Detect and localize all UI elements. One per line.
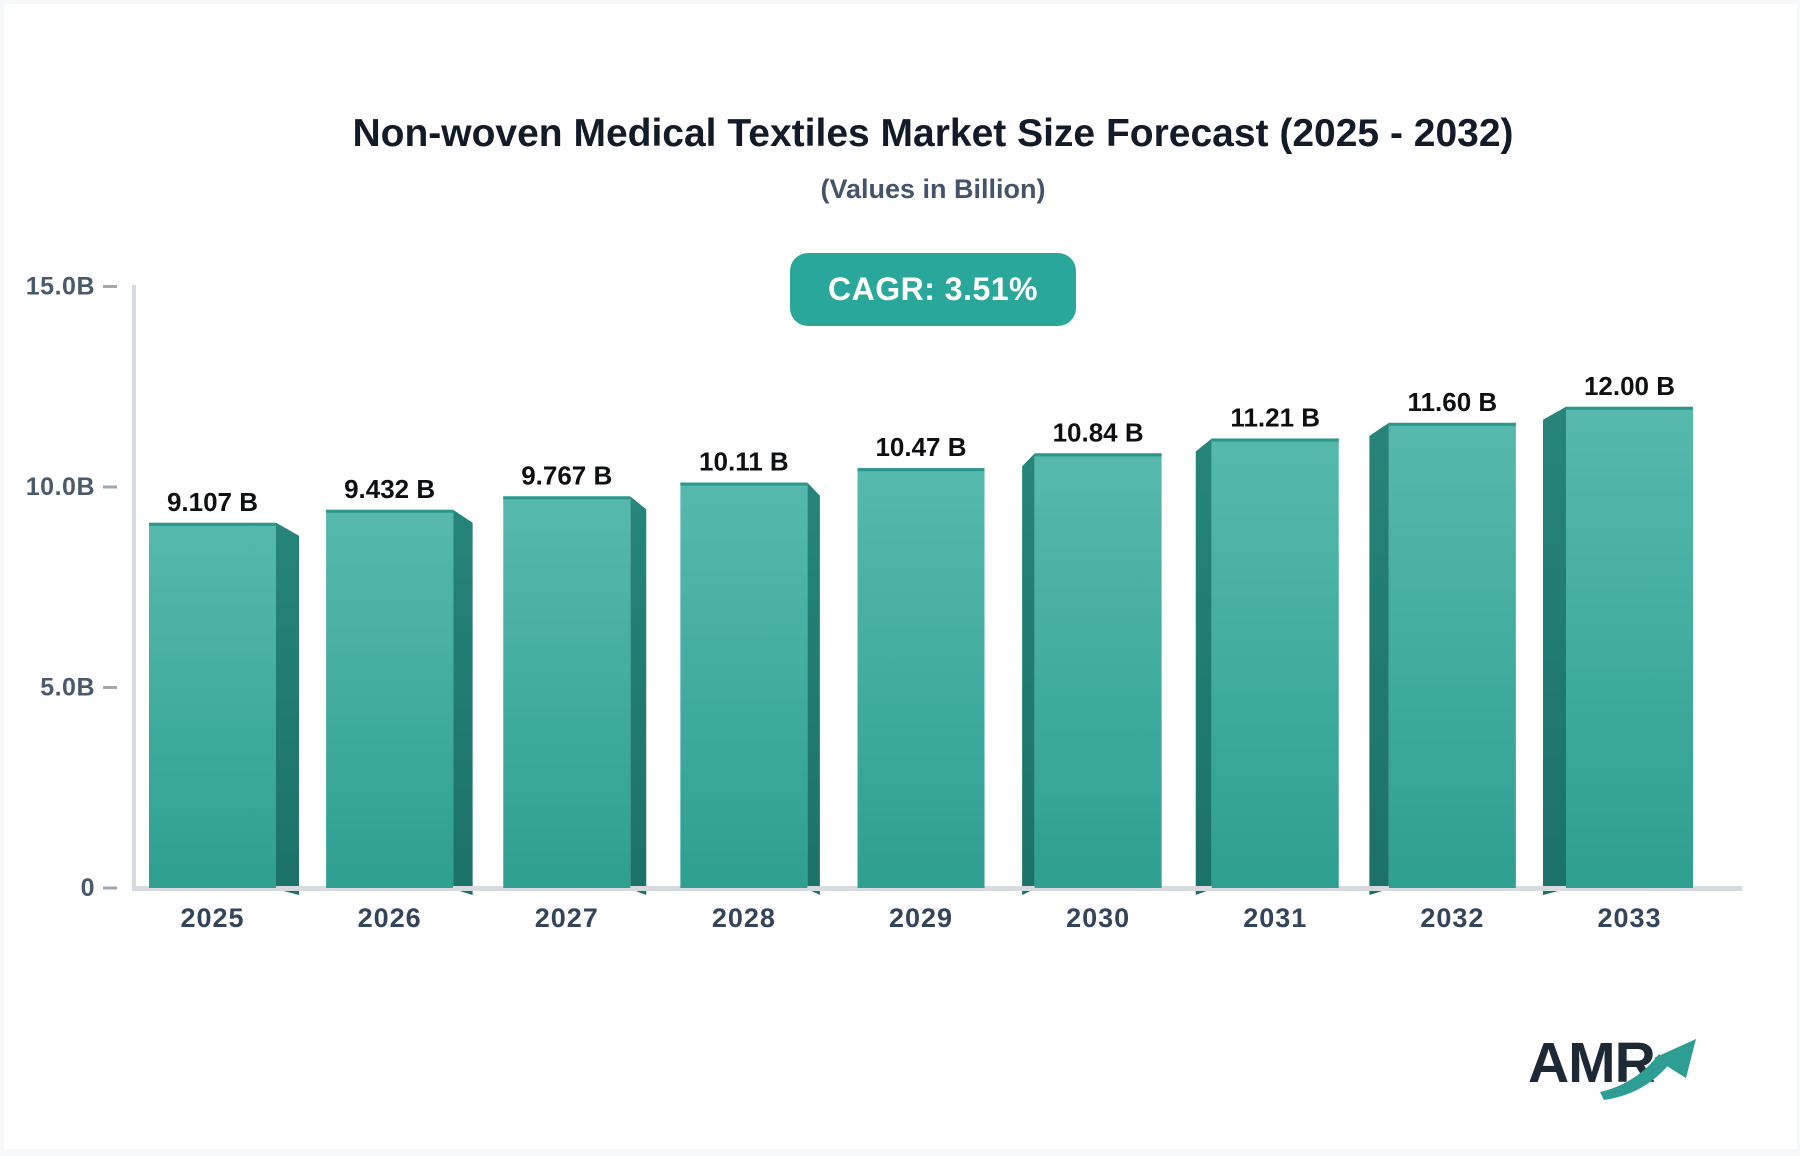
bar-value-label-2027: 9.767 B [521, 460, 612, 490]
chart-subtitle: (Values in Billion) [820, 174, 1046, 204]
growth-arrow-icon [1600, 1039, 1696, 1100]
bar-top-edge-2032 [1388, 422, 1516, 426]
bar-side-2032 [1369, 422, 1389, 895]
bar-side-2027 [630, 496, 647, 895]
y-tick-dash-10.0B [103, 485, 117, 489]
bar-2029 [857, 468, 985, 888]
amr-logo: AMR [1528, 1030, 1738, 1115]
cagr-badge: CAGR: 3.51% [790, 253, 1076, 326]
x-tick-label-2029: 2029 [889, 903, 953, 933]
x-axis-line [132, 886, 1742, 891]
x-tick-label-2033: 2033 [1597, 903, 1661, 933]
bar-side-2031 [1195, 438, 1212, 895]
bar-top-edge-2033 [1566, 406, 1693, 410]
y-tick-dash-15.0B [103, 285, 117, 288]
cagr-badge-band: CAGR: 3.51% [66, 253, 1800, 326]
bar-value-label-2026: 9.432 B [344, 474, 435, 504]
y-tick-dash-0 [103, 886, 117, 890]
bar-value-label-2028: 10.11 B [699, 447, 789, 477]
bar-top-edge-2030 [1034, 453, 1162, 457]
x-tick-label-2026: 2026 [358, 903, 422, 933]
bar-top-edge-2028 [680, 482, 808, 486]
bar-2028 [680, 482, 808, 888]
x-tick-label-2031: 2031 [1243, 903, 1307, 933]
bar-side-2033 [1543, 406, 1566, 895]
bar-2026 [326, 509, 454, 888]
bar-top-edge-2026 [326, 509, 454, 513]
bar-side-2030 [1022, 453, 1035, 895]
bar-top-edge-2025 [149, 522, 276, 526]
bar-2031 [1211, 438, 1339, 888]
chart-title: Non-woven Medical Textiles Market Size F… [352, 112, 1514, 155]
y-tick-label-15.0B: 15.0B [26, 273, 95, 301]
bar-2032 [1388, 422, 1516, 888]
bar-2030 [1034, 453, 1162, 888]
x-tick-label-2030: 2030 [1066, 903, 1130, 933]
bar-top-edge-2029 [857, 468, 985, 472]
bar-side-2028 [807, 482, 820, 895]
bar-value-label-2030: 10.84 B [1053, 417, 1144, 447]
x-tick-label-2025: 2025 [180, 903, 244, 933]
y-tick-label-10.0B: 10.0B [26, 473, 95, 501]
bar-2027 [503, 496, 631, 888]
y-tick-label-5.0B: 5.0B [40, 674, 95, 702]
bar-top-edge-2027 [503, 496, 631, 500]
x-tick-label-2032: 2032 [1420, 903, 1484, 933]
y-tick-dash-5.0B [103, 686, 117, 689]
x-tick-label-2027: 2027 [535, 903, 599, 933]
bar-side-2025 [276, 522, 299, 895]
bar-2025 [149, 522, 276, 888]
bar-value-label-2031: 11.21 B [1230, 402, 1320, 432]
bar-value-label-2033: 12.00 B [1584, 371, 1675, 401]
bar-top-edge-2031 [1211, 438, 1339, 442]
x-tick-label-2028: 2028 [712, 903, 776, 933]
y-tick-label-0: 0 [81, 874, 95, 902]
y-axis-line [132, 285, 136, 891]
bar-2033 [1566, 406, 1693, 888]
bar-value-label-2032: 11.60 B [1408, 387, 1498, 417]
bar-side-2026 [453, 509, 473, 895]
bar-value-label-2029: 10.47 B [875, 432, 966, 462]
bar-value-label-2025: 9.107 B [167, 487, 258, 517]
